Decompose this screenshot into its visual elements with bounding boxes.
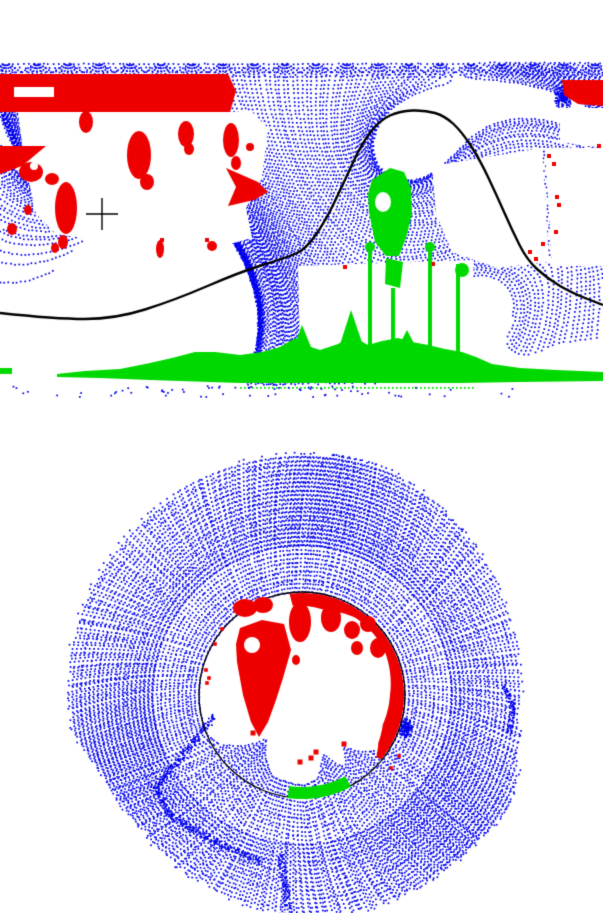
bottom-panel-annulus-flow-plot [0, 420, 603, 913]
top-panel-streamline-basin-plot [0, 0, 603, 420]
